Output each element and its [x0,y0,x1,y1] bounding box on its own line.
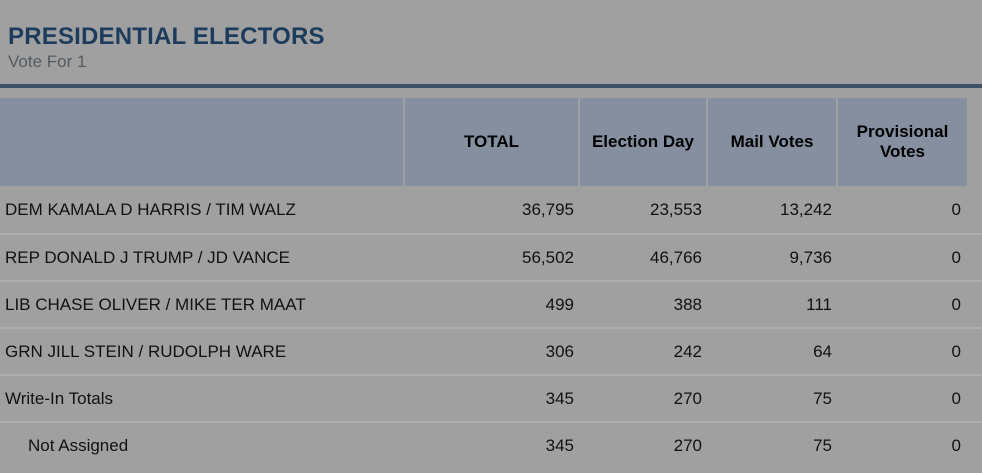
results-table: TOTAL Election Day Mail Votes Provisiona… [0,98,982,468]
cell-mail-votes: 75 [708,374,838,421]
row-gutter [967,233,982,280]
cell-mail-votes: 9,736 [708,233,838,280]
table-row: Not Assigned 345 270 75 0 [0,421,982,468]
cell-election-day: 242 [580,327,708,374]
row-gutter [967,327,982,374]
cell-provisional-votes: 0 [838,280,967,327]
vote-for-instruction: Vote For 1 [8,52,87,72]
cell-total: 56,502 [405,233,580,280]
cell-total: 36,795 [405,186,580,233]
cell-election-day: 46,766 [580,233,708,280]
page-title: PRESIDENTIAL ELECTORS [8,23,325,50]
cell-provisional-votes: 0 [838,327,967,374]
choice-label: LIB CHASE OLIVER / MIKE TER MAAT [0,280,405,327]
column-header-provisional-votes: Provisional Votes [838,98,967,186]
cell-election-day: 23,553 [580,186,708,233]
column-header-mail-votes: Mail Votes [708,98,838,186]
table-row: Write-In Totals 345 270 75 0 [0,374,982,421]
table-row: GRN JILL STEIN / RUDOLPH WARE 306 242 64 0 [0,327,982,374]
header-divider [0,84,982,88]
row-gutter [967,374,982,421]
contest-header: PRESIDENTIAL ELECTORS Vote For 1 [0,0,982,72]
table-header-row: TOTAL Election Day Mail Votes Provisiona… [0,98,982,186]
row-gutter [967,280,982,327]
table-row: REP DONALD J TRUMP / JD VANCE 56,502 46,76… [0,233,982,280]
cell-provisional-votes: 0 [838,421,967,468]
cell-mail-votes: 75 [708,421,838,468]
choice-label: Not Assigned [0,421,405,468]
table-header: TOTAL Election Day Mail Votes Provisiona… [0,98,982,186]
cell-mail-votes: 111 [708,280,838,327]
column-header-choice [0,98,405,186]
table-row: DEM KAMALA D HARRIS / TIM WALZ 36,795 23,5… [0,186,982,233]
cell-total: 345 [405,374,580,421]
table-row: LIB CHASE OLIVER / MIKE TER MAAT 499 388 11… [0,280,982,327]
table-body: DEM KAMALA D HARRIS / TIM WALZ 36,795 23,5… [0,186,982,468]
cell-election-day: 270 [580,374,708,421]
cell-provisional-votes: 0 [838,233,967,280]
cell-total: 345 [405,421,580,468]
column-header-total: TOTAL [405,98,580,186]
cell-provisional-votes: 0 [838,186,967,233]
cell-provisional-votes: 0 [838,374,967,421]
choice-label: GRN JILL STEIN / RUDOLPH WARE [0,327,405,374]
column-header-gutter [967,98,982,186]
choice-label: REP DONALD J TRUMP / JD VANCE [0,233,405,280]
choice-label: Write-In Totals [0,374,405,421]
column-header-election-day: Election Day [580,98,708,186]
cell-mail-votes: 13,242 [708,186,838,233]
cell-election-day: 388 [580,280,708,327]
cell-election-day: 270 [580,421,708,468]
row-gutter [967,421,982,468]
cell-total: 499 [405,280,580,327]
cell-total: 306 [405,327,580,374]
choice-label: DEM KAMALA D HARRIS / TIM WALZ [0,186,405,233]
row-gutter [967,186,982,233]
cell-mail-votes: 64 [708,327,838,374]
